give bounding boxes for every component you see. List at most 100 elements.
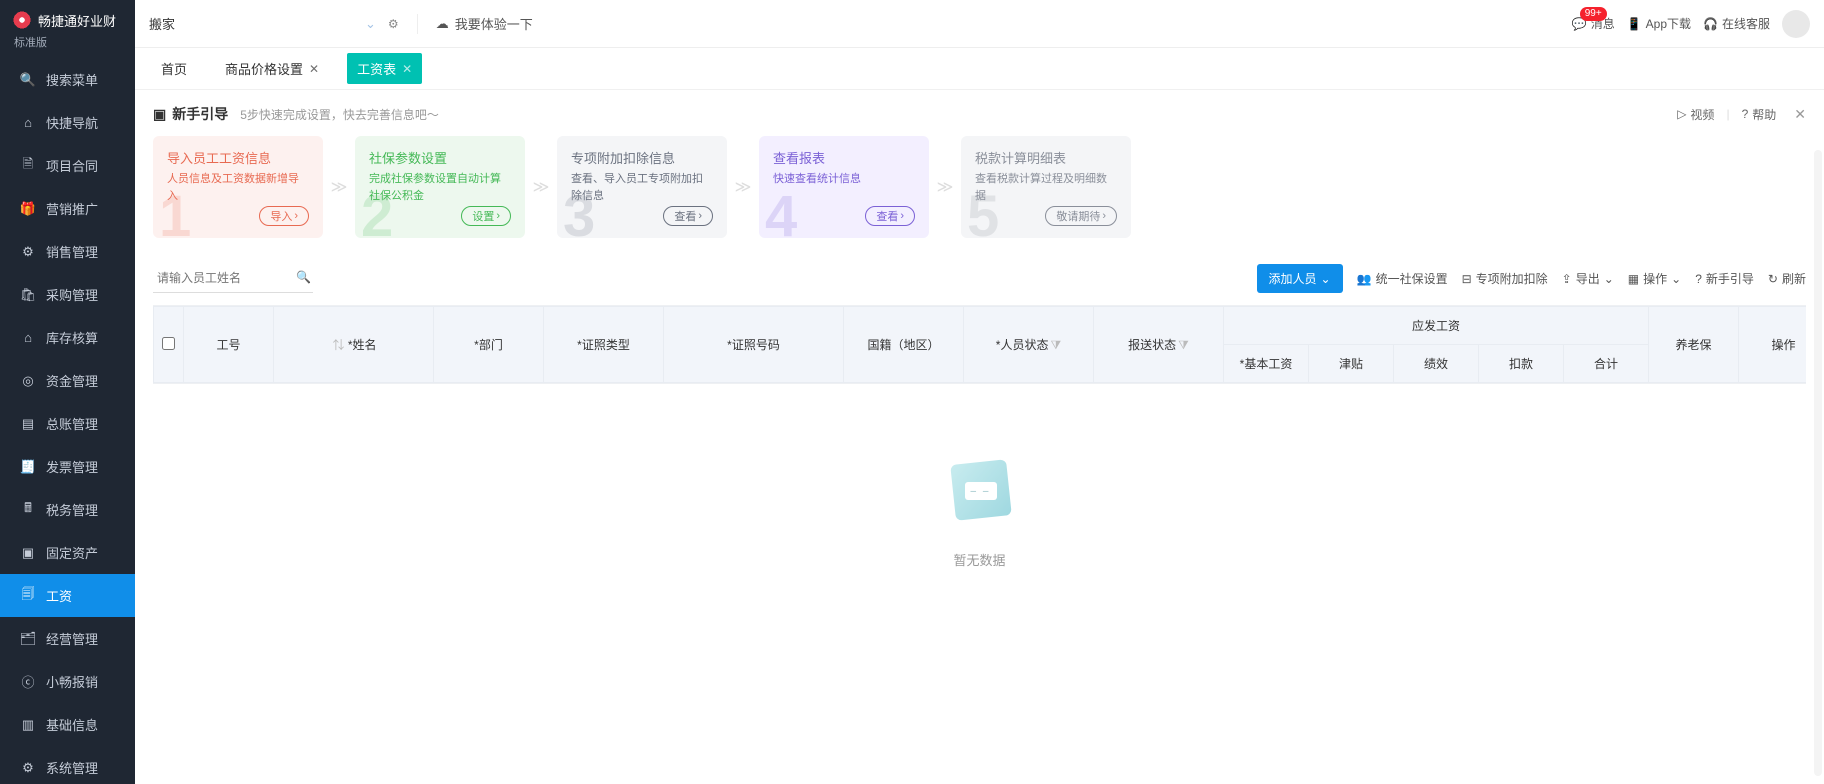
- gear-icon[interactable]: ⚙: [388, 17, 399, 31]
- chevron-down-icon: ⌄: [365, 16, 376, 32]
- help-link[interactable]: ?帮助: [1742, 106, 1777, 123]
- sidebar-item-salary[interactable]: 🗐工资: [0, 574, 135, 617]
- chevron-right-icon: ›: [496, 210, 500, 222]
- brand-logo: 畅捷通好业财: [0, 0, 135, 36]
- download-button[interactable]: 📱 App下载: [1627, 15, 1691, 32]
- scrollbar[interactable]: [1814, 150, 1822, 776]
- column-header[interactable]: 绩效: [1394, 345, 1479, 383]
- try-button[interactable]: ☁ 我要体验一下: [436, 14, 533, 33]
- column-header[interactable]: 国籍（地区）: [844, 307, 964, 383]
- guide-card-button[interactable]: 敬请期待 ›: [1045, 206, 1117, 226]
- content: ▣ 新手引导 5步快速完成设置，快去完善信息吧～ ▷视频 | ?帮助 ✕ 1 导…: [135, 90, 1824, 784]
- sidebar-item-label: 项目合同: [46, 156, 98, 175]
- messages-badge: 99+: [1580, 7, 1607, 21]
- sidebar-item-invoice[interactable]: 🧾发票管理: [0, 445, 135, 488]
- tab[interactable]: 首页: [151, 53, 197, 84]
- sidebar-item-base[interactable]: ▥ 基础信息: [0, 703, 135, 746]
- sidebar-item-home[interactable]: ⌂快捷导航: [0, 101, 135, 144]
- search-input[interactable]: [153, 265, 313, 293]
- sidebar-item-label: 基础信息: [46, 715, 98, 734]
- chevron-right-icon: ›: [698, 210, 702, 222]
- chevron-down-icon: ⌄: [1604, 272, 1614, 286]
- sidebar-item-coin[interactable]: ◎资金管理: [0, 359, 135, 402]
- guide-card: 4 查看报表 快速查看统计信息 查看 ›: [759, 136, 929, 238]
- column-header[interactable]: *部门: [434, 307, 544, 383]
- sidebar-item-reimb[interactable]: ⓒ小畅报销: [0, 660, 135, 703]
- sidebar-item-label: 快捷导航: [46, 113, 98, 132]
- tab[interactable]: 工资表 ✕: [347, 53, 422, 84]
- column-header[interactable]: 扣款: [1479, 345, 1564, 383]
- brand-edition: 标准版: [0, 34, 135, 50]
- filter-icon[interactable]: ⧩: [1178, 338, 1189, 352]
- ss-setting-link[interactable]: 👥统一社保设置: [1357, 270, 1448, 287]
- close-icon[interactable]: ✕: [402, 62, 412, 76]
- tab-label: 工资表: [357, 59, 396, 78]
- export-link[interactable]: ⇪导出 ⌄: [1562, 270, 1614, 287]
- book-icon: ▣: [153, 106, 166, 123]
- video-link[interactable]: ▷视频: [1677, 106, 1714, 123]
- guide-header: ▣ 新手引导 5步快速完成设置，快去完善信息吧～ ▷视频 | ?帮助 ✕: [153, 104, 1806, 124]
- sidebar-item-ops[interactable]: 🗂经营管理: [0, 617, 135, 660]
- search-icon[interactable]: 🔍: [296, 270, 311, 284]
- close-guide-button[interactable]: ✕: [1794, 106, 1806, 123]
- messages-button[interactable]: 💬 消息 99+: [1572, 15, 1615, 32]
- column-header[interactable]: 报送状态⧩: [1094, 307, 1224, 383]
- guide-link[interactable]: ?新手引导: [1695, 270, 1754, 287]
- chevron-down-icon: ⌄: [1671, 272, 1681, 286]
- sidebar-item-ledger[interactable]: ▤总账管理: [0, 402, 135, 445]
- sidebar-item-bag[interactable]: 🛍采购管理: [0, 273, 135, 316]
- empty-text: 暂无数据: [153, 550, 1806, 569]
- guide-card-button[interactable]: 设置 ›: [461, 206, 511, 226]
- add-person-button[interactable]: 添加人员 ⌄: [1257, 264, 1343, 293]
- help-icon: ?: [1695, 272, 1702, 286]
- column-header[interactable]: 养老保: [1649, 307, 1739, 383]
- sidebar-item-house[interactable]: ⌂库存核算: [0, 316, 135, 359]
- org-selector[interactable]: 搬家 ⌄: [149, 14, 376, 33]
- column-header[interactable]: *证照号码: [664, 307, 844, 383]
- guide-card: 1 导入员工工资信息 人员信息及工资数据新增导入 导入 ›: [153, 136, 323, 238]
- ops-link[interactable]: ▦操作 ⌄: [1628, 270, 1681, 287]
- sidebar-item-gift[interactable]: 🎁营销推广: [0, 187, 135, 230]
- reimb-icon: ⓒ: [20, 674, 36, 690]
- refresh-icon: ↻: [1768, 272, 1778, 286]
- sidebar-menu: 🔍搜索菜单⌂快捷导航🗎项目合同🎁营销推广 ⚙ 销售管理 🛍采购管理⌂库存核算◎资金管理…: [0, 58, 135, 784]
- sidebar-item-search[interactable]: 🔍搜索菜单: [0, 58, 135, 101]
- filter-icon[interactable]: ⧩: [1050, 338, 1061, 352]
- bag-icon: 🛍: [20, 287, 36, 303]
- sidebar-item-asset[interactable]: ▣固定资产: [0, 531, 135, 574]
- grid-icon: ▦: [1628, 272, 1639, 286]
- sidebar-item-cart[interactable]: ⚙ 销售管理: [0, 230, 135, 273]
- service-button[interactable]: 🎧 在线客服: [1703, 15, 1770, 32]
- guide-card-title: 税款计算明细表: [975, 148, 1117, 167]
- column-header[interactable]: 工号: [184, 307, 274, 383]
- column-header[interactable]: 津贴: [1309, 345, 1394, 383]
- column-group-header: 应发工资: [1224, 307, 1649, 345]
- close-icon[interactable]: ✕: [309, 62, 319, 76]
- column-header[interactable]: *人员状态⧩: [964, 307, 1094, 383]
- cloud-icon: ☁: [436, 16, 449, 32]
- sidebar-item-doc[interactable]: 🗎项目合同: [0, 144, 135, 187]
- column-header[interactable]: 操作: [1739, 307, 1807, 383]
- guide-card-button[interactable]: 导入 ›: [259, 206, 309, 226]
- guide-card-button[interactable]: 查看 ›: [865, 206, 915, 226]
- sidebar-item-label: 销售管理: [46, 242, 98, 261]
- deduction-link[interactable]: ⊟专项附加扣除: [1462, 270, 1548, 287]
- guide-card-button[interactable]: 查看 ›: [663, 206, 713, 226]
- cart-icon: ⚙: [20, 244, 36, 260]
- column-header[interactable]: *基本工资: [1224, 345, 1309, 383]
- avatar[interactable]: [1782, 10, 1810, 38]
- gift-icon: 🎁: [20, 201, 36, 217]
- service-label: 在线客服: [1722, 15, 1770, 32]
- sort-icon[interactable]: ⇅: [332, 338, 344, 352]
- tab[interactable]: 商品价格设置✕: [215, 53, 329, 84]
- base-icon: ▥: [20, 717, 36, 733]
- sidebar-item-tax[interactable]: 🖩税务管理: [0, 488, 135, 531]
- sidebar-item-sys[interactable]: ⚙系统管理: [0, 746, 135, 784]
- refresh-link[interactable]: ↻刷新: [1768, 270, 1806, 287]
- column-header[interactable]: ⇅ *姓名: [274, 307, 434, 383]
- select-all-checkbox[interactable]: [162, 337, 175, 350]
- divider: [417, 14, 418, 34]
- sidebar-item-label: 经营管理: [46, 629, 98, 648]
- column-header[interactable]: *证照类型: [544, 307, 664, 383]
- column-header[interactable]: 合计: [1564, 345, 1649, 383]
